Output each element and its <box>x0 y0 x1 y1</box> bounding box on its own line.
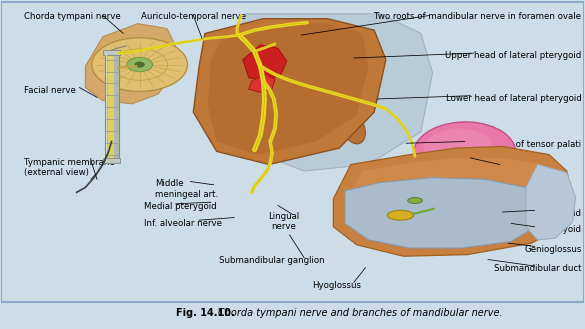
Bar <box>103 158 121 163</box>
Polygon shape <box>222 14 432 171</box>
Ellipse shape <box>342 113 366 144</box>
Bar <box>105 53 119 161</box>
Polygon shape <box>85 24 176 104</box>
Text: Chorda tympani nerve: Chorda tympani nerve <box>24 12 121 21</box>
Ellipse shape <box>408 198 422 203</box>
Text: Chorda tympani nerve and branches of mandibular nerve.: Chorda tympani nerve and branches of man… <box>218 309 503 318</box>
Ellipse shape <box>329 63 367 106</box>
Polygon shape <box>193 19 386 164</box>
Polygon shape <box>351 158 555 248</box>
Bar <box>103 50 121 55</box>
Ellipse shape <box>387 210 414 220</box>
Text: Medial pterygoid: Medial pterygoid <box>144 202 216 211</box>
Text: Fig. 14.10.: Fig. 14.10. <box>176 309 234 318</box>
Text: Facial nerve: Facial nerve <box>24 86 76 95</box>
Polygon shape <box>243 45 287 81</box>
Text: Lower head of lateral pterygoid: Lower head of lateral pterygoid <box>446 94 581 103</box>
Polygon shape <box>249 74 275 92</box>
Ellipse shape <box>424 129 494 171</box>
Text: Tendon of tensor palati: Tendon of tensor palati <box>482 140 581 149</box>
Text: Geniohyoid: Geniohyoid <box>532 209 581 218</box>
Text: Submandibular duct: Submandibular duct <box>494 265 581 273</box>
Text: Submandibular ganglion: Submandibular ganglion <box>219 256 325 265</box>
Polygon shape <box>526 164 576 240</box>
Text: Upper head of lateral pterygoid: Upper head of lateral pterygoid <box>445 51 581 61</box>
Polygon shape <box>345 178 543 248</box>
Text: Mylohyoid: Mylohyoid <box>538 225 581 234</box>
Text: Genioglossus: Genioglossus <box>524 245 581 254</box>
Text: Inf. alveolar nerve: Inf. alveolar nerve <box>144 218 222 228</box>
Text: Lingual
nerve: Lingual nerve <box>268 212 300 231</box>
Bar <box>108 53 114 161</box>
Text: Two roots of mandibular nerve in foramen ovale: Two roots of mandibular nerve in foramen… <box>374 12 581 21</box>
Text: Middle
meningeal art.: Middle meningeal art. <box>156 179 218 199</box>
Text: Tympanic membrane
(external view): Tympanic membrane (external view) <box>24 158 115 177</box>
Circle shape <box>135 62 144 67</box>
Polygon shape <box>333 146 573 256</box>
Text: Tongue: Tongue <box>483 163 514 172</box>
Circle shape <box>92 38 187 91</box>
Polygon shape <box>208 24 369 155</box>
Ellipse shape <box>414 122 516 184</box>
Text: Hyoglossus: Hyoglossus <box>312 281 361 290</box>
Circle shape <box>127 57 153 72</box>
Text: Auriculo-temporal nerve: Auriculo-temporal nerve <box>141 12 246 21</box>
